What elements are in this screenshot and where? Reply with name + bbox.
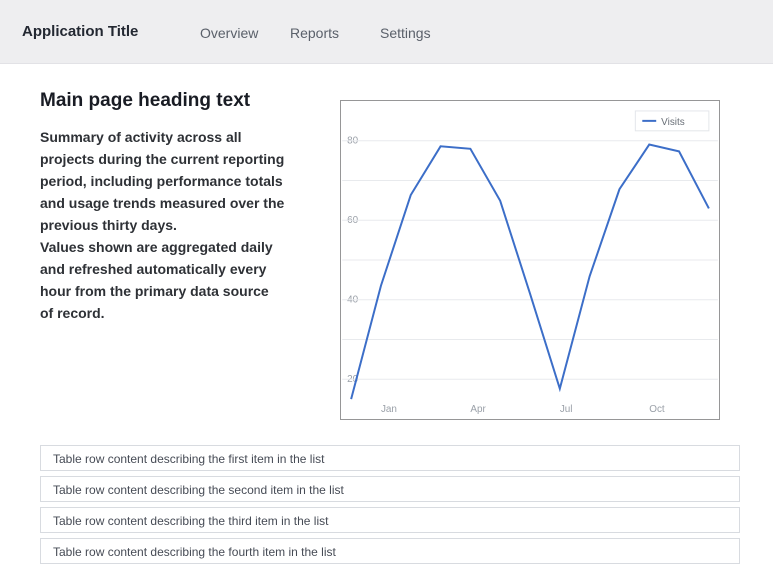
svg-text:Jul: Jul [560,404,573,415]
svg-text:Oct: Oct [649,404,665,415]
svg-text:Apr: Apr [470,404,486,415]
svg-text:Jan: Jan [381,404,397,415]
svg-text:Visits: Visits [661,117,685,128]
